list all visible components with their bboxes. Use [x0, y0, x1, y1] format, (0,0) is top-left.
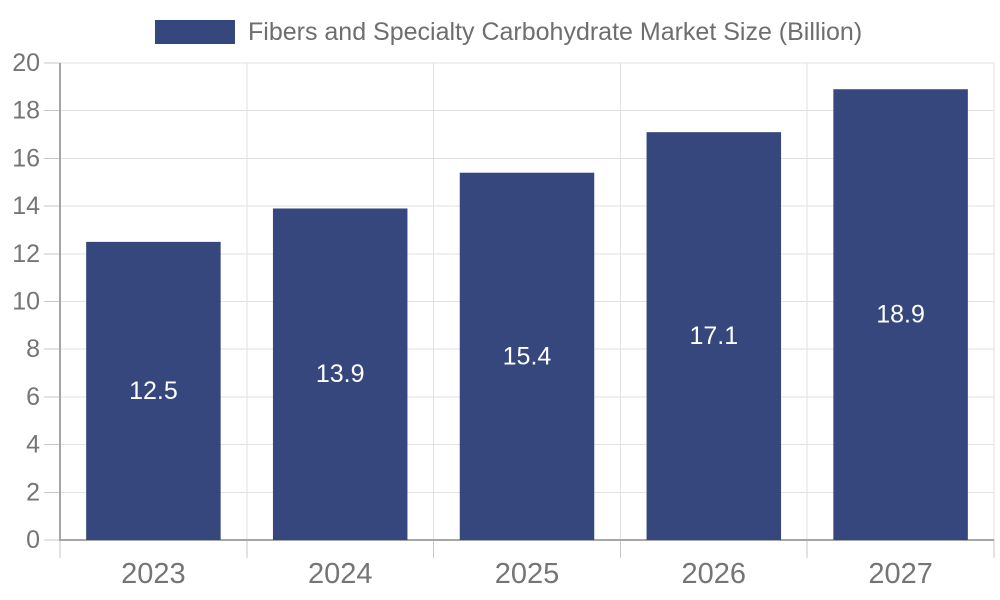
legend-swatch	[155, 20, 235, 44]
bar-2024	[272, 208, 408, 541]
y-tick-label: 4	[26, 431, 40, 459]
y-tick-label: 12	[12, 240, 40, 268]
bar-2023	[86, 241, 221, 540]
bar-value-label: 17.1	[689, 322, 738, 350]
x-tick-label: 2024	[308, 558, 373, 590]
bar-2027	[833, 89, 968, 541]
y-tick-label: 0	[26, 526, 40, 554]
y-tick-label: 6	[26, 383, 40, 411]
bar-value-label: 13.9	[316, 360, 365, 388]
y-tick-label: 2	[26, 478, 40, 506]
bar-value-label: 12.5	[129, 377, 178, 405]
y-tick-label: 14	[12, 192, 40, 220]
x-tick-label: 2027	[868, 558, 933, 590]
bar-2025	[459, 172, 595, 540]
y-tick-label: 8	[26, 335, 40, 363]
y-tick-label: 10	[12, 288, 40, 316]
chart-legend[interactable]: Fibers and Specialty Carbohydrate Market…	[155, 19, 862, 45]
x-tick-label: 2023	[121, 558, 186, 590]
bar-value-label: 15.4	[503, 342, 552, 370]
x-tick-label: 2025	[495, 558, 560, 590]
y-tick-label: 20	[12, 49, 40, 77]
x-tick-label: 2026	[682, 558, 747, 590]
y-tick-label: 18	[12, 97, 40, 125]
bar-value-label: 18.9	[876, 301, 925, 329]
y-tick-label: 16	[12, 144, 40, 172]
legend-label: Fibers and Specialty Carbohydrate Market…	[248, 18, 863, 46]
bar-2026	[646, 132, 782, 541]
